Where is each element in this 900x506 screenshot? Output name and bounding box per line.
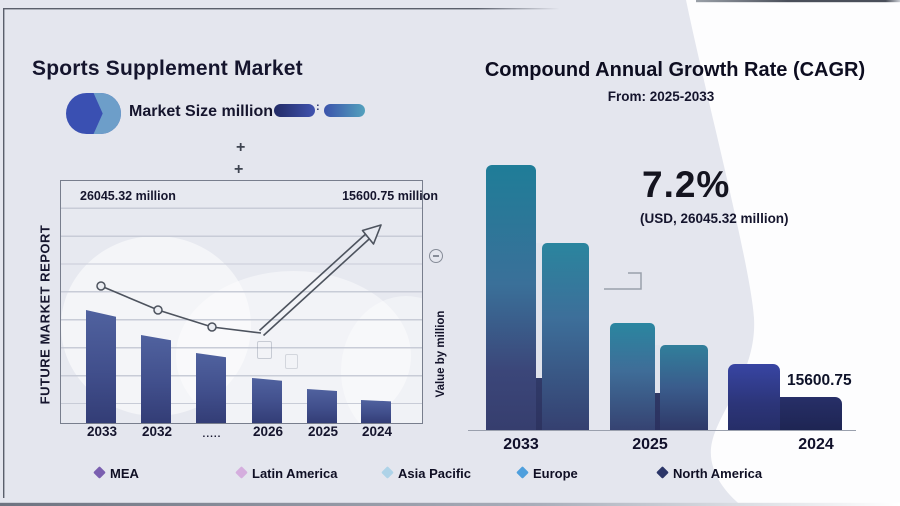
market-size-chart <box>60 180 423 424</box>
cagr-bar-2024-primary <box>728 364 780 430</box>
bar-2026 <box>252 378 282 423</box>
market-size-legend-icon <box>66 93 121 134</box>
bar-gap-fill <box>536 378 542 430</box>
cagr-bar-2024-secondary <box>780 397 842 430</box>
x-label-2033: 2033 <box>86 424 118 439</box>
cagr-x-axis <box>468 429 856 432</box>
chart-max-value-label: 26045.32 million <box>80 189 176 203</box>
cagr-bar-2025-primary <box>610 323 655 430</box>
frame-top-line <box>3 8 560 10</box>
x-label-2032: 2032 <box>141 424 173 439</box>
x-label-2024: 2024 <box>361 424 393 439</box>
bar-2033 <box>86 310 116 423</box>
bar-gap-fill <box>655 393 660 430</box>
top-right-edge-line <box>696 0 900 3</box>
cagr-x-label-2033: 2033 <box>503 436 539 453</box>
bar-2032 <box>141 335 171 423</box>
faint-document-icon <box>257 341 272 359</box>
cagr-detail: (USD, 26045.32 million) <box>640 211 789 226</box>
value-axis-label: Value by million <box>435 310 447 398</box>
legend-icon-facet <box>93 93 121 134</box>
cagr-title: Compound Annual Growth Rate (CAGR) <box>484 59 866 81</box>
bar-2025 <box>307 389 337 423</box>
legend-label-latin-america: Latin America <box>252 466 338 481</box>
legend-label-europe: Europe <box>533 466 578 481</box>
legend-label-north-america: North America <box>673 466 763 481</box>
x-label-2025: 2025 <box>307 424 339 439</box>
cagr-bar-2033-secondary <box>542 243 589 430</box>
bar-gap <box>536 243 542 378</box>
cagr-subtitle: From: 2025-2033 <box>607 89 715 104</box>
minus-circle-icon <box>429 249 443 263</box>
market-size-legend-label: Market Size million <box>129 103 274 120</box>
vertical-watermark-label: FUTURE MARKET REPORT <box>37 224 53 405</box>
x-label-ellipsis: ..... <box>202 429 222 440</box>
white-diagonal-panel <box>686 0 900 506</box>
chart-min-value-label: 15600.75 million <box>342 189 438 203</box>
cagr-bar-2025-secondary <box>660 345 708 430</box>
bar-value-label: 15600.75 <box>787 372 852 389</box>
legend-label-mea: MEA <box>110 466 139 481</box>
pill-separator: : <box>316 101 320 113</box>
bar-dots <box>196 353 226 423</box>
plus-decoration-icon: + <box>234 161 244 178</box>
gradient-pill-icon-right <box>324 104 365 117</box>
gradient-pill-icon-left <box>274 104 315 117</box>
cagr-x-label-2025: 2025 <box>632 436 668 453</box>
bar-gap <box>655 345 660 393</box>
frame-left-line <box>3 8 5 498</box>
cagr-bar-2033-primary <box>486 165 536 430</box>
x-label-2026: 2026 <box>252 424 284 439</box>
bar-2024 <box>361 400 391 423</box>
plus-decoration-icon: + <box>236 139 246 156</box>
faint-document-icon <box>285 354 298 369</box>
legend-label-asia-pacific: Asia Pacific <box>398 466 471 481</box>
cagr-percentage: 7.2% <box>642 164 731 205</box>
cagr-x-label-2024: 2024 <box>798 436 834 453</box>
page-title: Sports Supplement Market <box>32 57 303 80</box>
bottom-edge-strip <box>0 502 900 506</box>
